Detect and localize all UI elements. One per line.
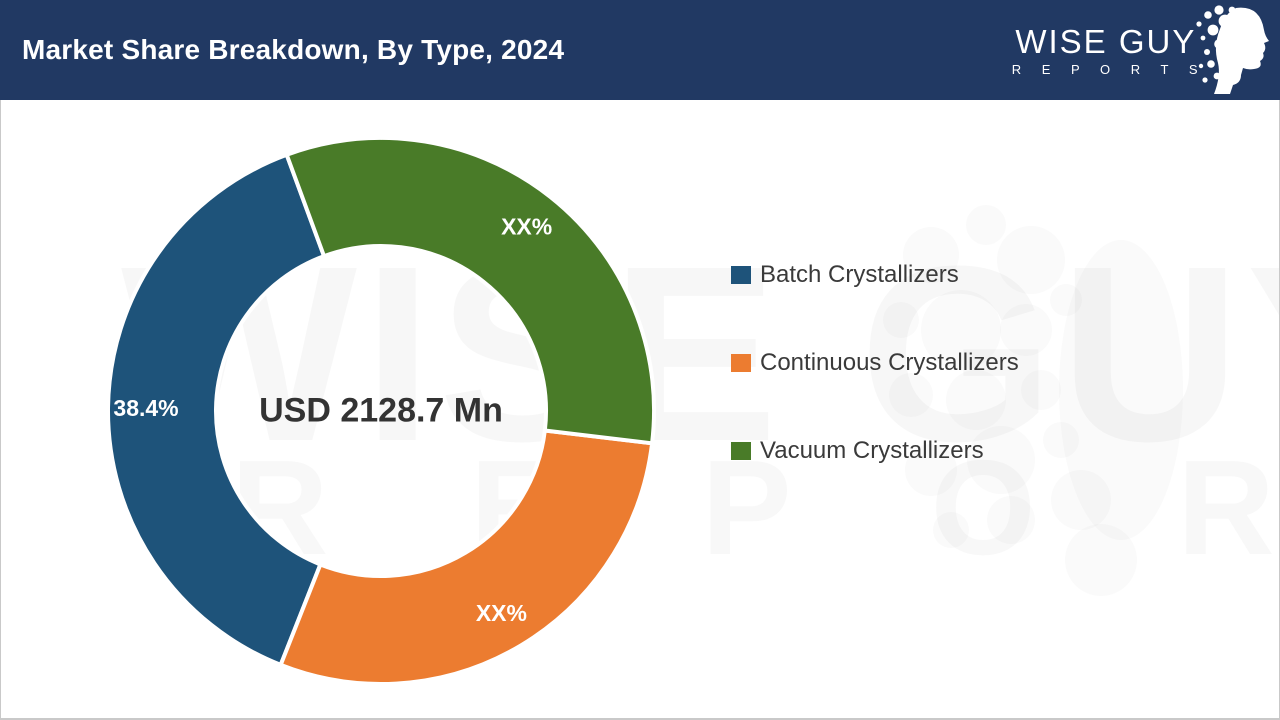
page-title: Market Share Breakdown, By Type, 2024: [22, 34, 565, 65]
legend-label: Batch Crystallizers: [760, 261, 959, 288]
legend-item-batch-crystallizers[interactable]: Batch Crystallizers: [731, 261, 1019, 288]
logo-face-icon: [1196, 5, 1269, 94]
pie-segment-batch-crystallizers[interactable]: [106, 152, 327, 667]
legend-swatch-icon: [731, 266, 751, 284]
slice-value-label-continuous-crystallizers: XX%: [476, 600, 527, 626]
logo-subtitle: R E P O R T S: [1011, 61, 1206, 77]
header-bar: Market Share Breakdown, By Type, 2024 WI…: [0, 0, 1280, 100]
chart-center-value: USD 2128.7 Mn: [259, 391, 503, 430]
logo-wordmark: WISE GUY: [1015, 22, 1197, 60]
pie-segment-vacuum-crystallizers[interactable]: [284, 136, 656, 446]
slice-value-label-vacuum-crystallizers: XX%: [501, 214, 552, 240]
donut-chart: 38.4% XX% XX%: [106, 136, 656, 686]
legend-swatch-icon: [731, 442, 751, 460]
wise-guy-logo: WISE GUY R E P O R T S: [1006, 4, 1272, 96]
legend-label: Vacuum Crystallizers: [760, 437, 984, 464]
legend-item-continuous-crystallizers[interactable]: Continuous Crystallizers: [731, 349, 1019, 376]
legend-item-vacuum-crystallizers[interactable]: Vacuum Crystallizers: [731, 437, 1019, 464]
logo-text: WISE GUY R E P O R T S: [1006, 22, 1206, 77]
legend-swatch-icon: [731, 354, 751, 372]
slice-value-label-batch-crystallizers: 38.4%: [113, 395, 178, 421]
pie-segment-continuous-crystallizers[interactable]: [278, 428, 655, 686]
chart-canvas: WISE GUY R E P O R T S 38.4%XX%XX% USD 2…: [0, 100, 1280, 720]
legend-label: Continuous Crystallizers: [760, 349, 1019, 376]
legend: Batch Crystallizers Continuous Crystalliz…: [731, 261, 1019, 464]
